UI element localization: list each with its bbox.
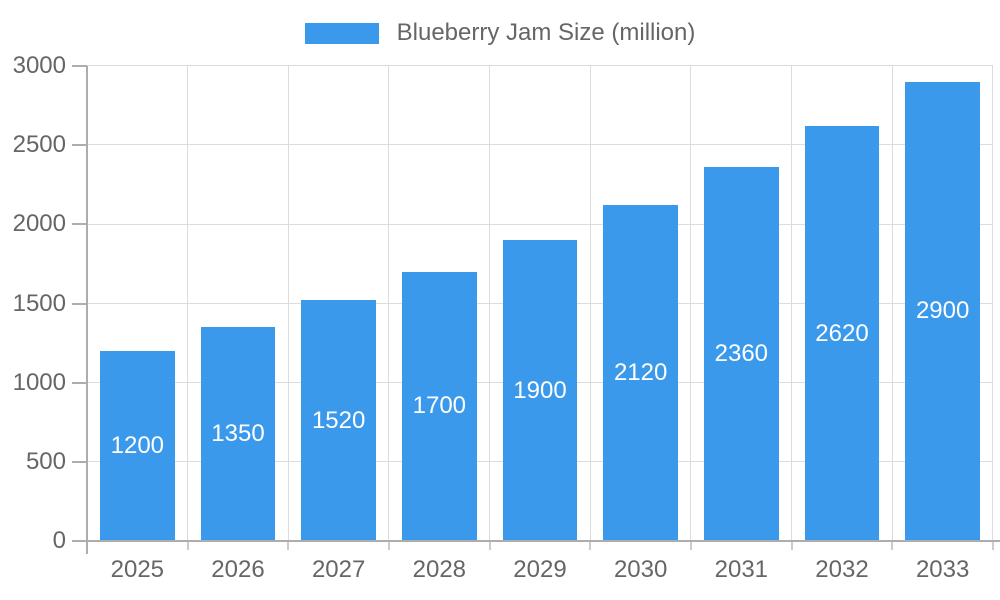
y-tick-mark (72, 460, 87, 463)
x-tick-label: 2029 (513, 556, 567, 583)
x-gridline (992, 66, 994, 541)
bar-2032[interactable]: 2620 (804, 126, 880, 541)
x-gridline (790, 66, 792, 541)
bar-value-label: 1350 (211, 420, 265, 448)
y-gridline (87, 65, 993, 67)
bar-value-label: 1900 (513, 376, 567, 404)
x-gridline (690, 66, 692, 541)
y-tick-label: 2000 (12, 210, 66, 238)
y-gridline (87, 144, 993, 146)
bar-value-label: 1200 (110, 432, 165, 459)
bar-value-label: 2360 (714, 340, 769, 368)
x-axis-line (72, 540, 1000, 542)
y-tick-label: 2500 (12, 131, 66, 159)
bar-2033[interactable]: 2900 (905, 81, 980, 541)
legend-series-label: Blueberry Jam Size (million) (396, 19, 696, 46)
y-tick-mark (72, 223, 87, 226)
x-tick-label: 2031 (714, 556, 769, 583)
bar-value-label: 1700 (412, 392, 467, 420)
y-tick-label: 0 (52, 527, 66, 554)
y-tick-mark (72, 302, 87, 305)
bar-2028[interactable]: 1700 (402, 271, 477, 541)
x-gridline (287, 66, 289, 541)
x-tick-mark (388, 541, 390, 550)
y-tick-mark (72, 144, 87, 147)
bar-2027[interactable]: 1520 (301, 300, 376, 541)
x-tick-label: 2027 (311, 556, 366, 583)
chart-legend[interactable]: Blueberry Jam Size (million) (0, 19, 1000, 46)
bar-value-label: 2120 (613, 359, 668, 387)
bar-value-label: 2620 (815, 319, 869, 347)
x-tick-label: 2030 (613, 556, 668, 583)
y-tick-mark (72, 65, 87, 67)
x-tick-label: 2025 (110, 556, 165, 583)
y-tick-mark (72, 381, 87, 384)
x-gridline (388, 66, 390, 541)
x-tick-mark (992, 541, 994, 550)
x-gridline (891, 66, 893, 541)
bar-2029[interactable]: 1900 (502, 240, 578, 541)
bar-2031[interactable]: 2360 (704, 167, 779, 541)
x-tick-mark (287, 541, 290, 550)
x-gridline (589, 66, 591, 541)
x-tick-mark (790, 541, 793, 550)
x-gridline (488, 66, 490, 541)
bar-2026[interactable]: 1350 (200, 327, 276, 541)
bar-2025[interactable]: 1200 (100, 351, 175, 541)
x-tick-label: 2028 (412, 556, 467, 583)
bar-value-label: 2900 (915, 297, 970, 325)
x-tick-mark (186, 541, 189, 550)
bar-2030[interactable]: 2120 (603, 205, 678, 541)
y-tick-label: 500 (25, 447, 66, 475)
y-axis-line (86, 66, 88, 554)
plot-area: 1200 1350 1520 1700 1900 2120 2360 2620 2900 (87, 65, 994, 542)
y-tick-label: 1000 (12, 368, 66, 396)
x-tick-mark (589, 541, 592, 550)
x-tick-label: 2026 (211, 556, 265, 583)
x-tick-mark (690, 541, 692, 550)
legend-swatch (304, 22, 379, 44)
x-tick-mark (488, 541, 491, 550)
x-tick-label: 2032 (815, 556, 869, 583)
x-gridline (186, 66, 188, 541)
x-tick-label: 2033 (915, 556, 970, 583)
y-tick-label: 3000 (12, 52, 66, 79)
x-tick-mark (891, 541, 894, 550)
y-gridline (87, 223, 993, 225)
y-tick-label: 1500 (12, 289, 66, 317)
bar-value-label: 1520 (311, 406, 366, 434)
